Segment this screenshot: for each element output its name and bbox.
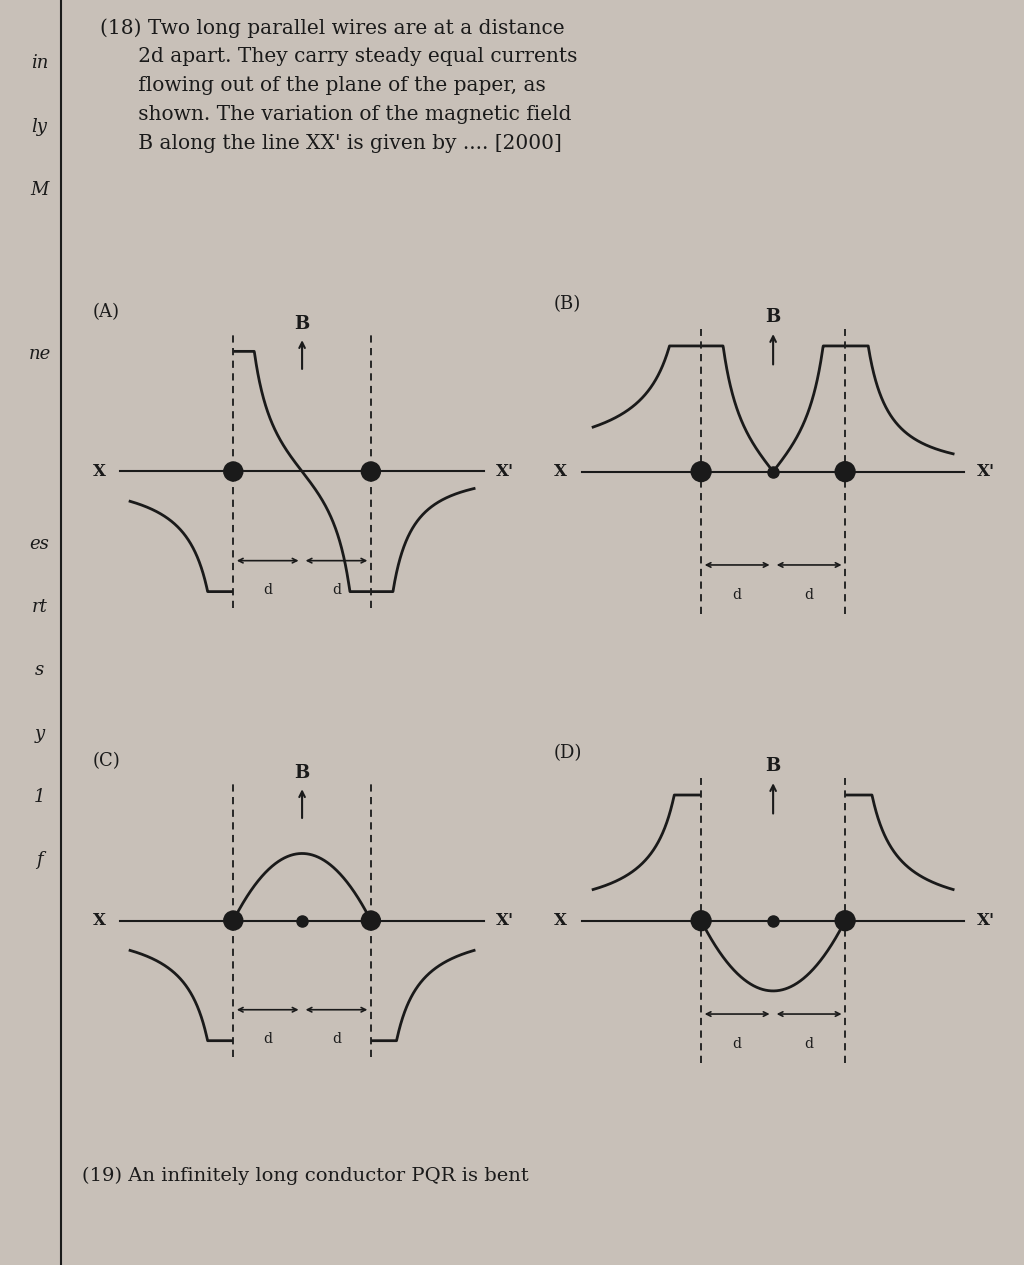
- Circle shape: [692, 911, 711, 930]
- Text: B: B: [295, 764, 309, 782]
- Text: X': X': [496, 463, 514, 479]
- Text: f: f: [36, 851, 43, 869]
- Circle shape: [836, 462, 854, 481]
- Text: ne: ne: [29, 345, 50, 363]
- Text: (19) An infinitely long conductor PQR is bent: (19) An infinitely long conductor PQR is…: [82, 1166, 528, 1184]
- Text: d: d: [805, 588, 814, 602]
- Text: (C): (C): [92, 751, 120, 770]
- Text: d: d: [805, 1037, 814, 1051]
- Text: B: B: [766, 307, 780, 326]
- Circle shape: [692, 462, 711, 481]
- Text: rt: rt: [32, 598, 47, 616]
- Text: ly: ly: [32, 118, 47, 135]
- Text: d: d: [263, 1032, 272, 1046]
- Text: s: s: [35, 662, 44, 679]
- Text: B: B: [295, 315, 309, 333]
- Text: X': X': [977, 463, 994, 481]
- Text: X': X': [496, 912, 514, 929]
- Text: (18) Two long parallel wires are at a distance
      2d apart. They carry steady: (18) Two long parallel wires are at a di…: [100, 18, 578, 153]
- Circle shape: [224, 463, 243, 481]
- Text: (B): (B): [554, 295, 581, 314]
- Text: d: d: [332, 583, 341, 597]
- Text: X: X: [554, 912, 567, 930]
- Text: 1: 1: [34, 788, 45, 806]
- Text: M: M: [31, 181, 48, 199]
- Text: y: y: [35, 725, 44, 743]
- Text: d: d: [332, 1032, 341, 1046]
- Circle shape: [224, 912, 243, 930]
- Text: es: es: [30, 535, 49, 553]
- Text: X: X: [92, 912, 105, 929]
- Text: X: X: [92, 463, 105, 479]
- Text: in: in: [31, 54, 48, 72]
- Circle shape: [836, 911, 854, 930]
- Text: d: d: [732, 588, 741, 602]
- Text: B: B: [766, 756, 780, 775]
- Text: (D): (D): [554, 744, 582, 763]
- Circle shape: [361, 463, 380, 481]
- Text: (A): (A): [92, 302, 119, 321]
- Text: X: X: [554, 463, 567, 481]
- Circle shape: [361, 912, 380, 930]
- Text: d: d: [732, 1037, 741, 1051]
- Text: X': X': [977, 912, 994, 930]
- Text: d: d: [263, 583, 272, 597]
